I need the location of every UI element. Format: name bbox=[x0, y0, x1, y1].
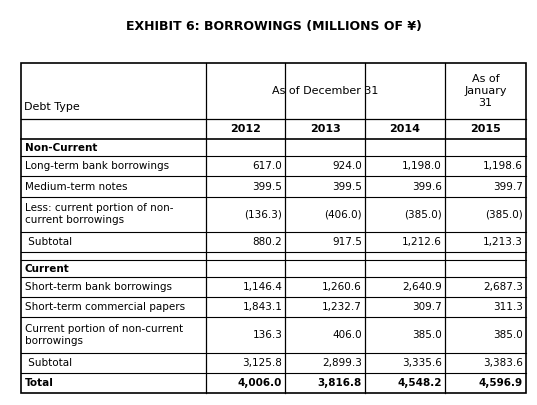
Text: 309.7: 309.7 bbox=[412, 302, 442, 312]
Text: Short-term commercial papers: Short-term commercial papers bbox=[25, 302, 185, 312]
Text: 399.6: 399.6 bbox=[412, 181, 442, 192]
Text: 1,212.6: 1,212.6 bbox=[402, 237, 442, 247]
Text: 2,899.3: 2,899.3 bbox=[322, 358, 362, 368]
Text: 399.5: 399.5 bbox=[252, 181, 282, 192]
Text: 3,125.8: 3,125.8 bbox=[242, 358, 282, 368]
Text: 3,383.6: 3,383.6 bbox=[483, 358, 523, 368]
Text: 399.5: 399.5 bbox=[332, 181, 362, 192]
Text: (385.0): (385.0) bbox=[485, 209, 523, 219]
Text: 1,232.7: 1,232.7 bbox=[322, 302, 362, 312]
Text: Current portion of non-current
borrowings: Current portion of non-current borrowing… bbox=[25, 324, 183, 346]
Text: 399.7: 399.7 bbox=[493, 181, 523, 192]
Text: 2013: 2013 bbox=[310, 124, 341, 134]
Text: Debt Type: Debt Type bbox=[24, 102, 80, 112]
Text: Total: Total bbox=[25, 378, 54, 388]
Text: Less: current portion of non-
current borrowings: Less: current portion of non- current bo… bbox=[25, 203, 173, 225]
Text: 2,687.3: 2,687.3 bbox=[483, 282, 523, 292]
Text: 2015: 2015 bbox=[470, 124, 501, 134]
Text: 136.3: 136.3 bbox=[252, 330, 282, 340]
Text: 3,335.6: 3,335.6 bbox=[402, 358, 442, 368]
Text: 880.2: 880.2 bbox=[252, 237, 282, 247]
Text: 2014: 2014 bbox=[390, 124, 420, 134]
Text: Long-term bank borrowings: Long-term bank borrowings bbox=[25, 162, 169, 171]
Text: 1,198.0: 1,198.0 bbox=[402, 162, 442, 171]
Text: 4,596.9: 4,596.9 bbox=[479, 378, 523, 388]
Text: As of
January
31: As of January 31 bbox=[465, 75, 507, 108]
Text: 311.3: 311.3 bbox=[493, 302, 523, 312]
Text: 1,260.6: 1,260.6 bbox=[322, 282, 362, 292]
Text: (406.0): (406.0) bbox=[324, 209, 362, 219]
Text: 406.0: 406.0 bbox=[332, 330, 362, 340]
Text: 1,213.3: 1,213.3 bbox=[483, 237, 523, 247]
Text: Short-term bank borrowings: Short-term bank borrowings bbox=[25, 282, 172, 292]
Text: As of December 31: As of December 31 bbox=[272, 86, 379, 96]
Text: EXHIBIT 6: BORROWINGS (MILLIONS OF ¥): EXHIBIT 6: BORROWINGS (MILLIONS OF ¥) bbox=[126, 20, 422, 33]
Text: 917.5: 917.5 bbox=[332, 237, 362, 247]
Text: 3,816.8: 3,816.8 bbox=[318, 378, 362, 388]
Text: Medium-term notes: Medium-term notes bbox=[25, 181, 127, 192]
Text: 1,843.1: 1,843.1 bbox=[242, 302, 282, 312]
Text: Subtotal: Subtotal bbox=[25, 358, 72, 368]
Text: 4,006.0: 4,006.0 bbox=[238, 378, 282, 388]
Text: 2,640.9: 2,640.9 bbox=[402, 282, 442, 292]
Text: 924.0: 924.0 bbox=[332, 162, 362, 171]
Text: (385.0): (385.0) bbox=[404, 209, 442, 219]
Text: 2012: 2012 bbox=[230, 124, 261, 134]
Text: 617.0: 617.0 bbox=[252, 162, 282, 171]
Text: (136.3): (136.3) bbox=[244, 209, 282, 219]
Text: Non-Current: Non-Current bbox=[25, 143, 97, 153]
Text: Current: Current bbox=[25, 264, 69, 273]
Text: 1,146.4: 1,146.4 bbox=[242, 282, 282, 292]
Text: 1,198.6: 1,198.6 bbox=[483, 162, 523, 171]
Text: 385.0: 385.0 bbox=[494, 330, 523, 340]
Text: Subtotal: Subtotal bbox=[25, 237, 72, 247]
Text: 385.0: 385.0 bbox=[412, 330, 442, 340]
Text: 4,548.2: 4,548.2 bbox=[397, 378, 442, 388]
